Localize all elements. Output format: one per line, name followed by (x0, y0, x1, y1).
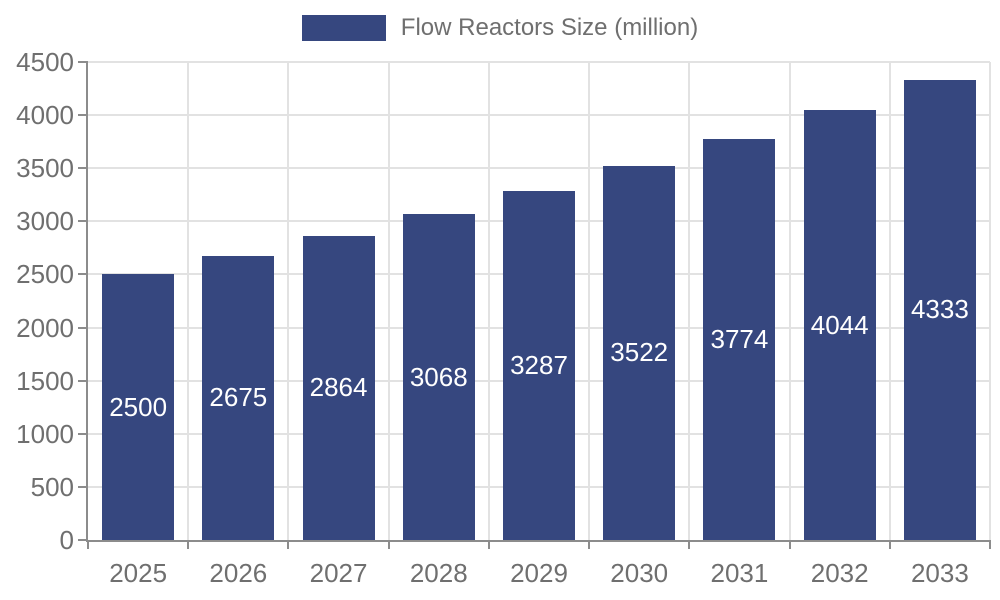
gridline-vertical (487, 62, 490, 540)
y-axis-tick (78, 539, 88, 541)
legend-item[interactable]: Flow Reactors Size (million) (301, 14, 699, 42)
x-axis-label: 2028 (409, 558, 468, 588)
y-axis-label: 4500 (16, 47, 74, 77)
bar: 3068 (402, 214, 475, 540)
bar: 3774 (703, 139, 776, 540)
gridline-vertical (387, 62, 390, 540)
x-axis-tick (588, 540, 591, 549)
gridline-vertical (788, 62, 791, 540)
gridline-vertical (688, 62, 691, 540)
bar-value-label: 2500 (109, 391, 168, 422)
legend-label: Flow Reactors Size (million) (400, 14, 699, 41)
y-axis-label: 2000 (16, 312, 74, 343)
bar: 3522 (603, 165, 676, 540)
bar-value-label: 2864 (309, 372, 368, 403)
y-axis-tick (78, 326, 88, 329)
bar: 4333 (903, 79, 976, 540)
bar: 4044 (803, 110, 876, 540)
bar: 2675 (202, 255, 275, 540)
legend-swatch (301, 15, 386, 41)
y-axis-label: 2500 (16, 259, 74, 290)
x-axis-label: 2025 (109, 558, 168, 588)
bar-value-label: 2675 (209, 382, 268, 413)
x-axis-line (86, 540, 990, 542)
x-axis-label: 2029 (510, 558, 568, 588)
y-axis-line (86, 62, 88, 542)
x-axis-tick (487, 540, 490, 549)
y-axis-label: 1500 (16, 365, 74, 396)
y-axis-tick (78, 167, 88, 170)
y-axis-label: 0 (59, 525, 74, 555)
y-axis-tick (78, 61, 88, 63)
bar-value-label: 4333 (910, 294, 969, 325)
gridline-vertical (989, 62, 991, 540)
x-axis-tick (387, 540, 390, 549)
x-axis-tick (287, 540, 290, 549)
y-axis-label: 3000 (16, 206, 74, 237)
x-axis-tick (888, 540, 891, 549)
y-axis-label: 500 (30, 471, 74, 502)
gridline-horizontal (88, 114, 990, 117)
x-axis-tick (87, 540, 89, 549)
gridline-horizontal (88, 61, 990, 63)
y-axis-tick (78, 432, 88, 435)
y-axis-tick (78, 114, 88, 117)
y-axis-tick (78, 220, 88, 223)
x-axis-label: 2027 (309, 558, 368, 588)
y-axis-label: 1000 (16, 418, 74, 449)
x-axis-label: 2030 (610, 558, 669, 588)
gridline-vertical (588, 62, 591, 540)
gridline-vertical (187, 62, 190, 540)
bar-value-label: 3774 (710, 324, 769, 355)
x-axis-tick (989, 540, 991, 549)
x-axis-tick (688, 540, 691, 549)
y-axis-tick (78, 379, 88, 382)
gridline-horizontal (88, 167, 990, 170)
x-axis-tick (187, 540, 190, 549)
bar-value-label: 3522 (610, 337, 669, 368)
y-axis-tick (78, 273, 88, 276)
bar-value-label: 4044 (810, 309, 869, 340)
gridline-vertical (888, 62, 891, 540)
x-axis-label: 2026 (209, 558, 268, 588)
y-axis-tick (78, 485, 88, 488)
x-axis-tick (788, 540, 791, 549)
x-axis-label: 2033 (910, 558, 969, 588)
x-axis-label: 2031 (710, 558, 769, 588)
bar-value-label: 3068 (409, 361, 468, 392)
y-axis-label: 4000 (16, 100, 74, 131)
gridline-vertical (287, 62, 290, 540)
x-axis-label: 2032 (810, 558, 869, 588)
bar: 3287 (503, 190, 575, 540)
bar: 2500 (102, 274, 175, 540)
bar: 2864 (302, 235, 375, 540)
bar-value-label: 3287 (510, 349, 568, 380)
y-axis-label: 3500 (16, 153, 74, 184)
legend: Flow Reactors Size (million) (0, 14, 1000, 42)
